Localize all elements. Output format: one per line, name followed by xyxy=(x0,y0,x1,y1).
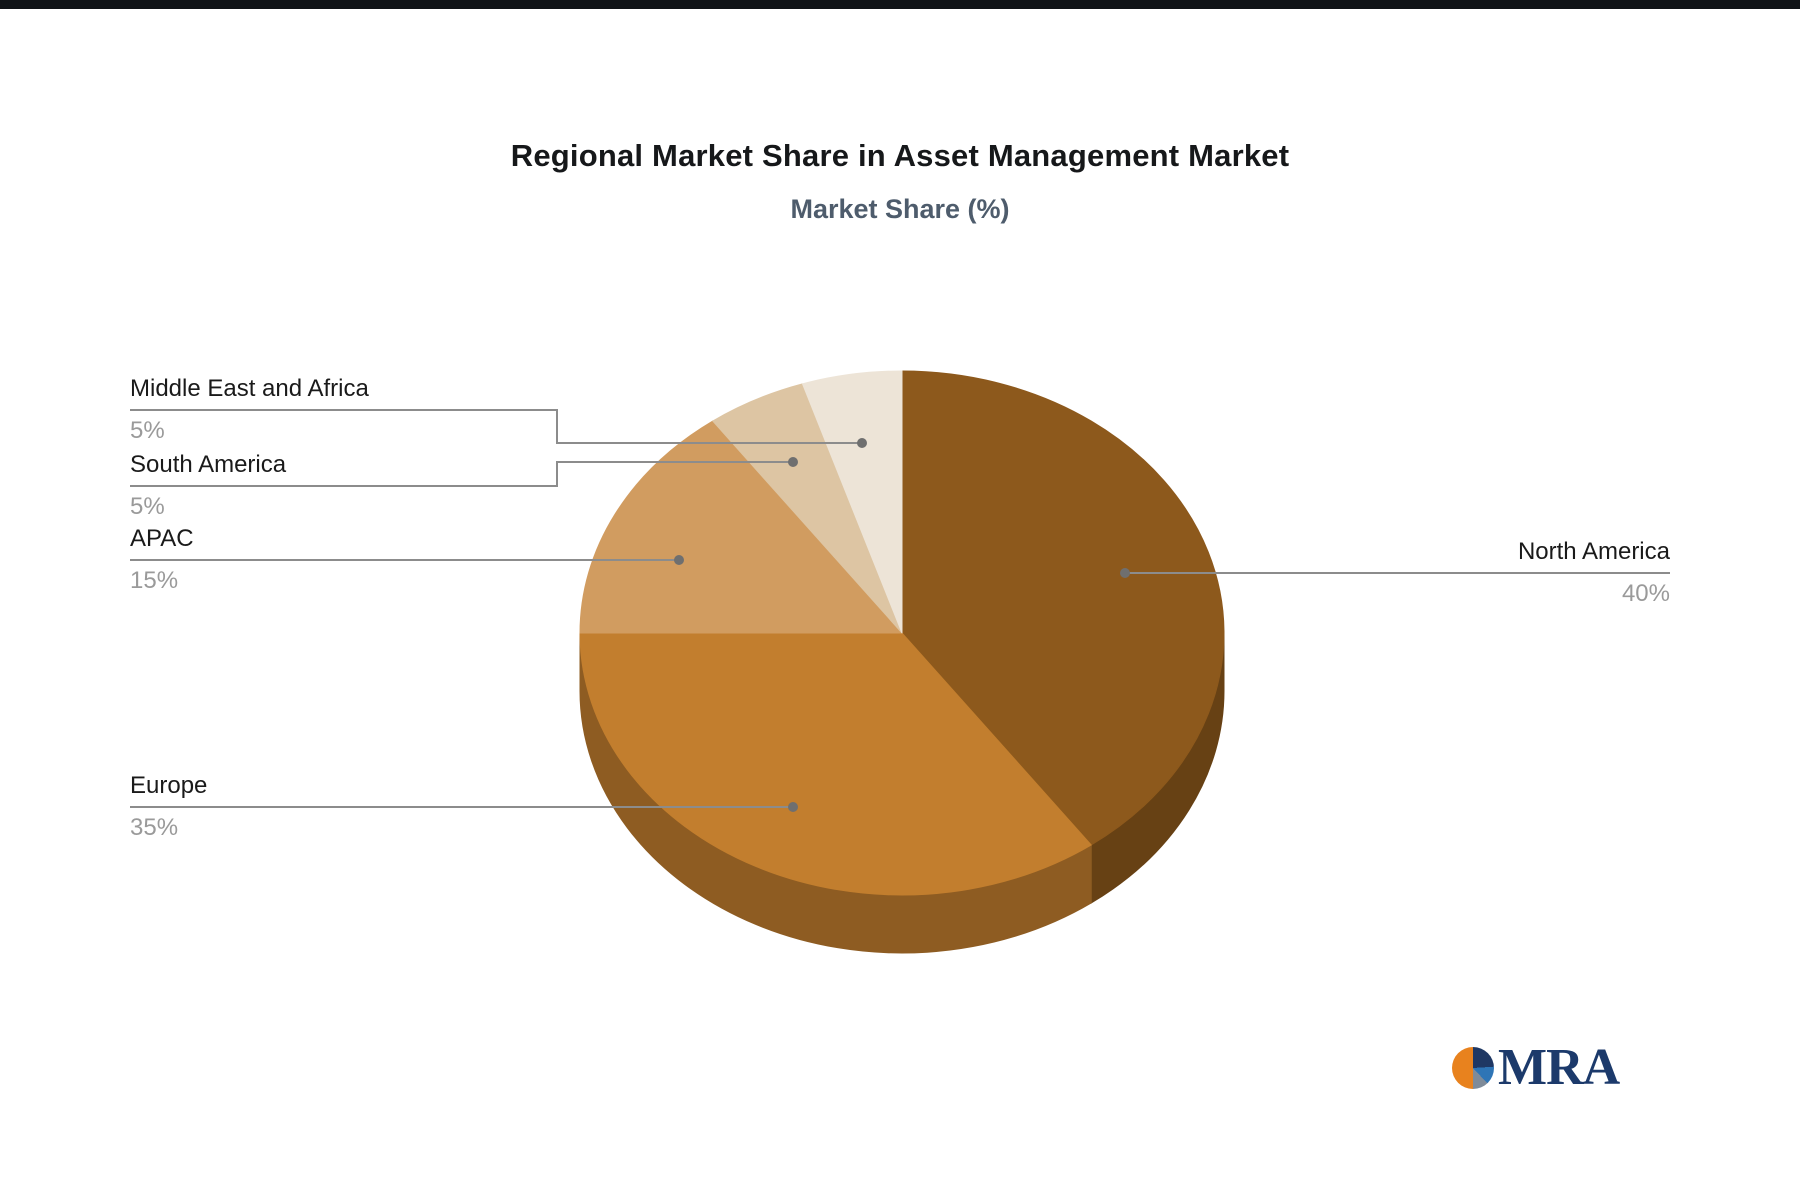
mra-logo-pie-icon xyxy=(1452,1046,1494,1089)
pie-slice-apac[interactable] xyxy=(579,420,904,634)
leader-line-middle-east-and-africa xyxy=(130,409,862,444)
chart-subtitle: Market Share (%) xyxy=(790,194,1010,224)
slice-label-south-america: South America xyxy=(130,451,287,478)
connector-dot-europe xyxy=(788,802,798,812)
connector-dot-north-america xyxy=(1120,568,1130,578)
slice-label-europe: Europe xyxy=(130,772,208,799)
mra-logo-text: MRA xyxy=(1498,1039,1620,1096)
connector-dot-south-america xyxy=(788,457,798,467)
slice-percent-middle-east-and-africa: 5% xyxy=(130,417,165,444)
slice-percent-north-america: 40% xyxy=(1621,580,1670,607)
leader-line-south-america xyxy=(130,461,793,487)
pie-slice-europe[interactable] xyxy=(579,632,1093,896)
slice-label-north-america: North America xyxy=(1517,538,1670,565)
slice-percent-apac: 15% xyxy=(130,567,179,594)
top-window-bar xyxy=(0,0,1800,9)
pie-slice-north-america[interactable] xyxy=(901,370,1225,846)
slice-percent-europe: 35% xyxy=(130,814,179,841)
pie-slice-middle-east-and-africa[interactable] xyxy=(801,370,903,634)
slice-label-apac: APAC xyxy=(130,525,194,552)
slice-percent-south-america: 5% xyxy=(130,493,165,520)
slice-label-middle-east-and-africa: Middle East and Africa xyxy=(130,375,369,402)
connector-dot-middle-east-and-africa xyxy=(857,438,867,448)
chart-title: Regional Market Share in Asset Managemen… xyxy=(510,138,1290,173)
connector-dot-apac xyxy=(674,555,684,565)
mra-logo: MRA xyxy=(1452,1038,1620,1097)
